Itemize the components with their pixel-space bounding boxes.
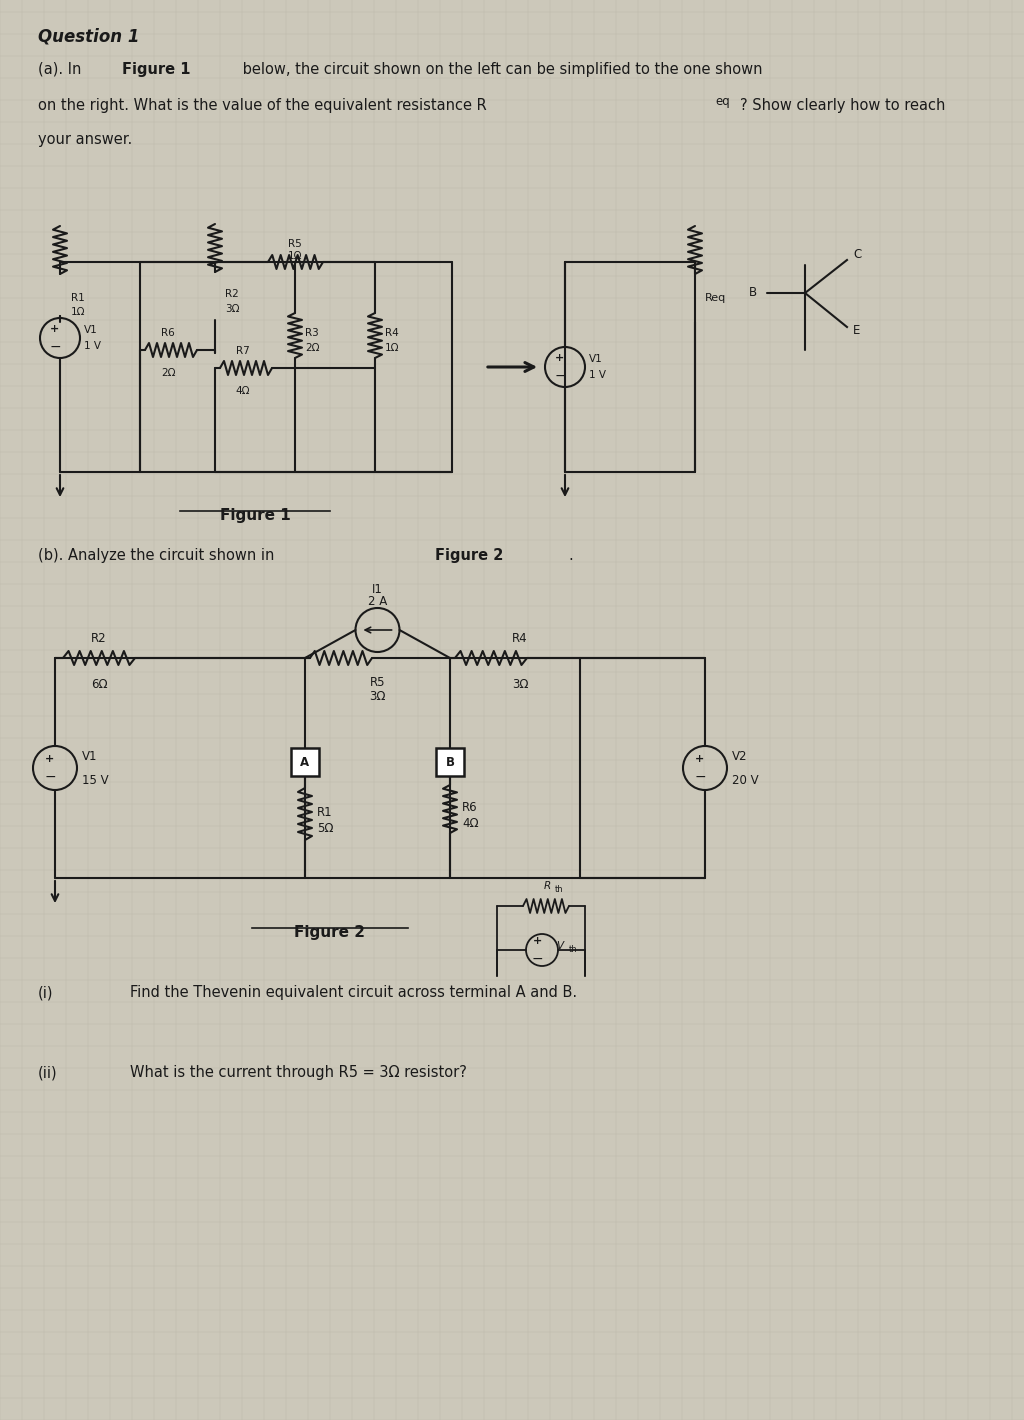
Text: −: − — [554, 369, 566, 383]
Text: Figure 1: Figure 1 — [122, 62, 190, 77]
Text: (b). Analyze the circuit shown in: (b). Analyze the circuit shown in — [38, 548, 279, 562]
Text: 5Ω: 5Ω — [317, 822, 334, 835]
Text: .: . — [568, 548, 572, 562]
Text: eq: eq — [715, 95, 730, 108]
Text: 20 V: 20 V — [732, 774, 759, 787]
Text: 1Ω: 1Ω — [385, 344, 399, 354]
Text: I1: I1 — [372, 584, 383, 596]
Text: V: V — [556, 941, 563, 951]
Text: R7: R7 — [237, 346, 250, 356]
Text: 15 V: 15 V — [82, 774, 109, 787]
Text: (a). In: (a). In — [38, 62, 86, 77]
Text: Figure 1: Figure 1 — [219, 508, 291, 523]
Text: B: B — [749, 287, 757, 300]
Text: 4Ω: 4Ω — [462, 816, 478, 829]
Text: 3Ω: 3Ω — [512, 677, 528, 692]
Text: R2: R2 — [225, 290, 239, 300]
Text: 6Ω: 6Ω — [91, 677, 108, 692]
Text: V1: V1 — [589, 354, 603, 364]
Text: Figure 2: Figure 2 — [435, 548, 504, 562]
Text: E: E — [853, 324, 860, 337]
Text: R: R — [544, 880, 551, 890]
Text: R1: R1 — [317, 805, 333, 818]
Text: 2Ω: 2Ω — [161, 368, 175, 378]
Text: 2Ω: 2Ω — [305, 344, 319, 354]
Text: +: + — [695, 754, 705, 764]
Text: 3Ω: 3Ω — [370, 690, 386, 703]
Text: 1Ω: 1Ω — [288, 251, 302, 261]
Text: th: th — [555, 886, 563, 895]
Text: R5: R5 — [288, 239, 302, 248]
Text: +: + — [50, 324, 59, 334]
Text: 1Ω: 1Ω — [71, 307, 85, 317]
Text: −: − — [44, 770, 56, 784]
Text: A: A — [300, 755, 309, 768]
Text: V1: V1 — [82, 750, 97, 763]
Text: R6: R6 — [462, 801, 477, 814]
Text: R2: R2 — [91, 632, 106, 645]
Text: +: + — [532, 936, 542, 946]
Text: (ii): (ii) — [38, 1065, 57, 1081]
Text: 4Ω: 4Ω — [236, 386, 250, 396]
Text: Question 1: Question 1 — [38, 28, 139, 45]
Text: What is the current through R5 = 3Ω resistor?: What is the current through R5 = 3Ω resi… — [130, 1065, 467, 1081]
Text: −: − — [531, 951, 543, 966]
Bar — [291, 748, 319, 775]
Text: C: C — [853, 248, 861, 261]
Text: ? Show clearly how to reach: ? Show clearly how to reach — [740, 98, 945, 114]
Text: 1 V: 1 V — [84, 341, 101, 351]
Text: (i): (i) — [38, 985, 53, 1000]
Text: Figure 2: Figure 2 — [295, 924, 366, 940]
Text: +: + — [555, 354, 564, 364]
Text: R1: R1 — [71, 293, 85, 302]
Text: R5: R5 — [370, 676, 385, 689]
Text: 1 V: 1 V — [589, 371, 606, 381]
Text: 3Ω: 3Ω — [225, 304, 240, 314]
Text: −: − — [49, 339, 60, 354]
Text: R4: R4 — [385, 328, 398, 338]
Text: th: th — [568, 946, 578, 954]
Text: Req: Req — [705, 293, 726, 302]
Text: V1: V1 — [84, 325, 97, 335]
Text: R6: R6 — [161, 328, 175, 338]
Text: on the right. What is the value of the equivalent resistance R: on the right. What is the value of the e… — [38, 98, 486, 114]
Text: Find the Thevenin equivalent circuit across terminal A and B.: Find the Thevenin equivalent circuit acr… — [130, 985, 578, 1000]
Text: B: B — [445, 755, 455, 768]
Text: 2 A: 2 A — [368, 595, 387, 608]
Text: R3: R3 — [305, 328, 318, 338]
Bar — [436, 748, 464, 775]
Text: your answer.: your answer. — [38, 132, 132, 148]
Text: V2: V2 — [732, 750, 748, 763]
Text: +: + — [45, 754, 54, 764]
Text: R4: R4 — [512, 632, 527, 645]
Text: below, the circuit shown on the left can be simplified to the one shown: below, the circuit shown on the left can… — [238, 62, 763, 77]
Text: −: − — [694, 770, 706, 784]
